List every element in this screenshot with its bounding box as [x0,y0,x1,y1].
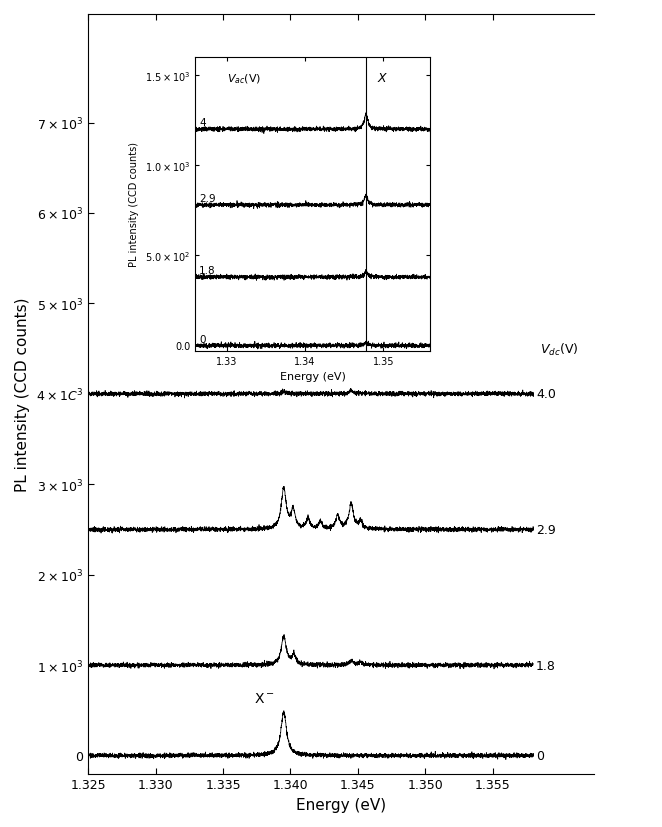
Text: X$^-$: X$^-$ [254,691,274,705]
Text: 1.8: 1.8 [199,265,216,276]
Text: $V_{dc}$(V): $V_{dc}$(V) [540,341,579,357]
Text: 0: 0 [199,334,206,344]
Text: 4: 4 [199,118,206,128]
Text: X: X [399,313,411,331]
X-axis label: Energy (eV): Energy (eV) [280,372,346,382]
Text: $V_{ac}$(V): $V_{ac}$(V) [226,72,261,86]
Text: 2.9: 2.9 [199,194,216,203]
Text: 4.0: 4.0 [536,388,556,401]
Text: 0: 0 [536,749,544,762]
Y-axis label: PL intensity (CCD counts): PL intensity (CCD counts) [15,297,30,491]
X-axis label: Energy (eV): Energy (eV) [296,797,386,812]
Y-axis label: PL intensity (CCD counts): PL intensity (CCD counts) [129,142,139,267]
Text: X: X [378,72,387,85]
Text: 2.9: 2.9 [536,523,556,536]
Text: 1.8: 1.8 [536,659,556,672]
